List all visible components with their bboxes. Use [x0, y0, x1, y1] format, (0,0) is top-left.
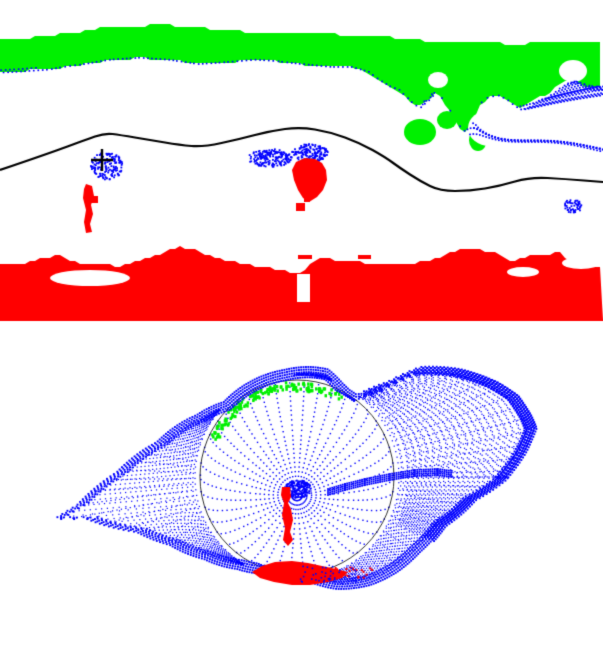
figure-canvas	[0, 0, 603, 645]
field-line-figure	[0, 0, 603, 645]
